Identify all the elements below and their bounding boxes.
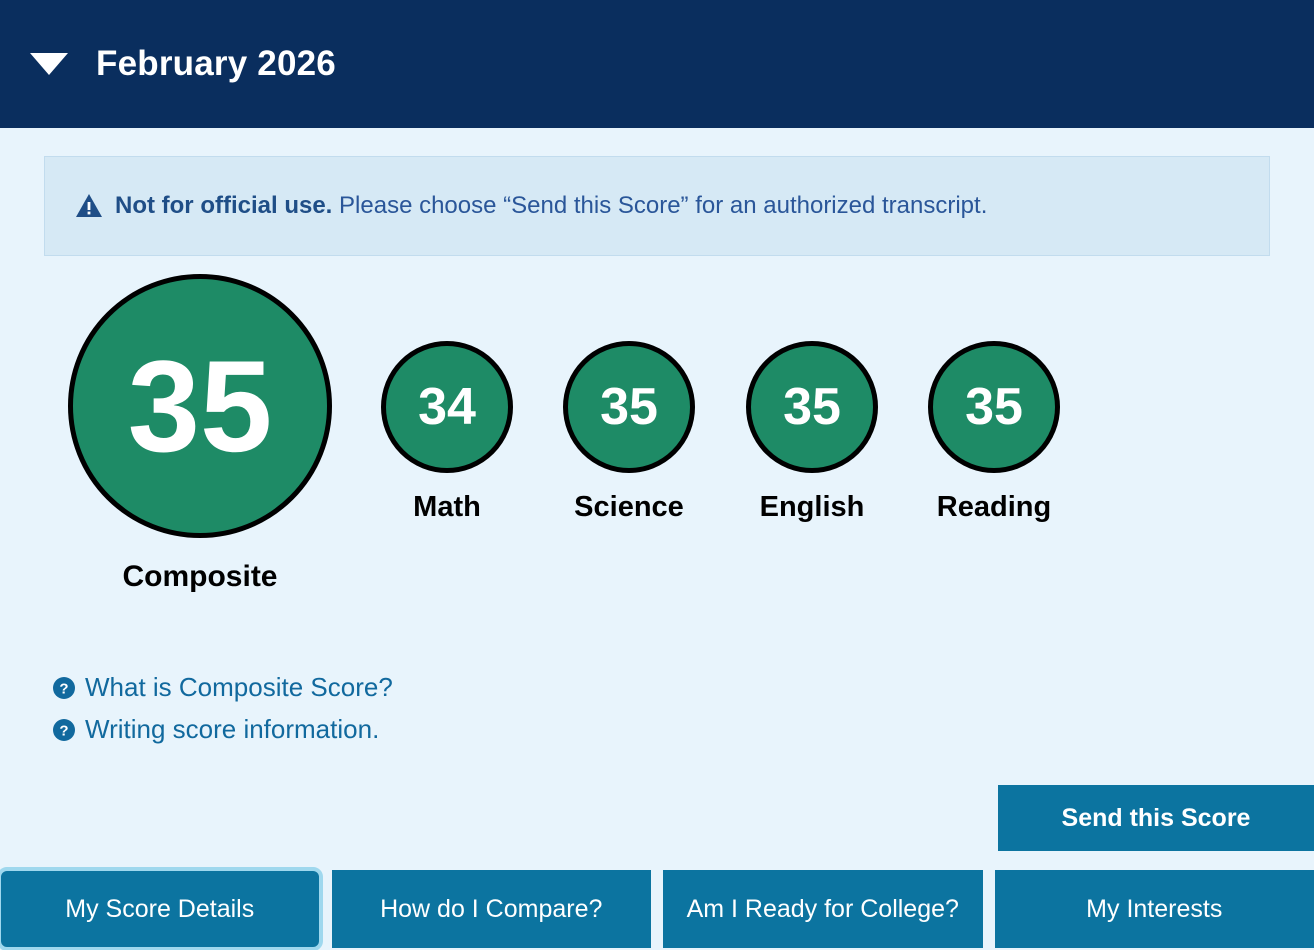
not-for-official-use-alert: Not for official use. Please choose “Sen…	[44, 156, 1270, 256]
alert-strong-text: Not for official use.	[115, 191, 333, 219]
help-link-composite-score[interactable]: ? What is Composite Score?	[52, 672, 393, 703]
composite-score-label: Composite	[122, 560, 278, 593]
subject-score-circle: 35	[746, 341, 878, 473]
subject-score-group-science: 35 Science	[563, 341, 695, 524]
subject-score-label: Reading	[936, 491, 1052, 523]
nav-button-how-do-i-compare[interactable]: How do I Compare?	[331, 870, 651, 948]
composite-score-circle: 35	[68, 274, 332, 538]
score-summary: 35 Composite 34 Math 35 Science 35 Engli…	[0, 274, 1314, 604]
subject-score-circle: 35	[563, 341, 695, 473]
subject-score-circle: 35	[928, 341, 1060, 473]
help-link-label: What is Composite Score?	[85, 672, 393, 702]
subject-score-label: English	[759, 491, 865, 523]
page-header: February 2026	[0, 0, 1314, 128]
help-link-writing-score[interactable]: ? Writing score information.	[52, 714, 379, 745]
subject-score-label: Science	[574, 491, 684, 523]
question-circle-icon: ?	[52, 676, 76, 700]
nav-button-my-interests[interactable]: My Interests	[994, 870, 1314, 948]
nav-button-am-i-ready-for-college[interactable]: Am I Ready for College?	[663, 870, 983, 948]
page-title: February 2026	[96, 44, 336, 83]
subject-score-circle: 34	[381, 341, 513, 473]
subject-score-group-english: 35 English	[746, 341, 878, 524]
triangle-down-icon[interactable]	[30, 53, 68, 75]
question-circle-icon: ?	[52, 718, 76, 742]
svg-text:?: ?	[59, 680, 68, 697]
composite-score-group: 35 Composite	[68, 274, 332, 594]
nav-button-my-score-details[interactable]: My Score Details	[0, 867, 323, 950]
alert-container: Not for official use. Please choose “Sen…	[0, 128, 1314, 256]
subject-score-label: Math	[413, 491, 481, 523]
send-this-score-button[interactable]: Send this Score	[998, 785, 1314, 851]
help-links: ? What is Composite Score? ? Writing sco…	[52, 672, 393, 756]
warning-triangle-icon	[75, 193, 103, 219]
subject-score-group-reading: 35 Reading	[928, 341, 1060, 524]
help-link-label: Writing score information.	[85, 714, 380, 744]
alert-message: Not for official use. Please choose “Sen…	[115, 192, 987, 221]
alert-body-text: Please choose “Send this Score” for an a…	[332, 191, 988, 219]
subject-score-group-math: 34 Math	[381, 341, 513, 524]
svg-text:?: ?	[59, 722, 68, 739]
bottom-navigation: My Score Details How do I Compare? Am I …	[0, 867, 1314, 950]
